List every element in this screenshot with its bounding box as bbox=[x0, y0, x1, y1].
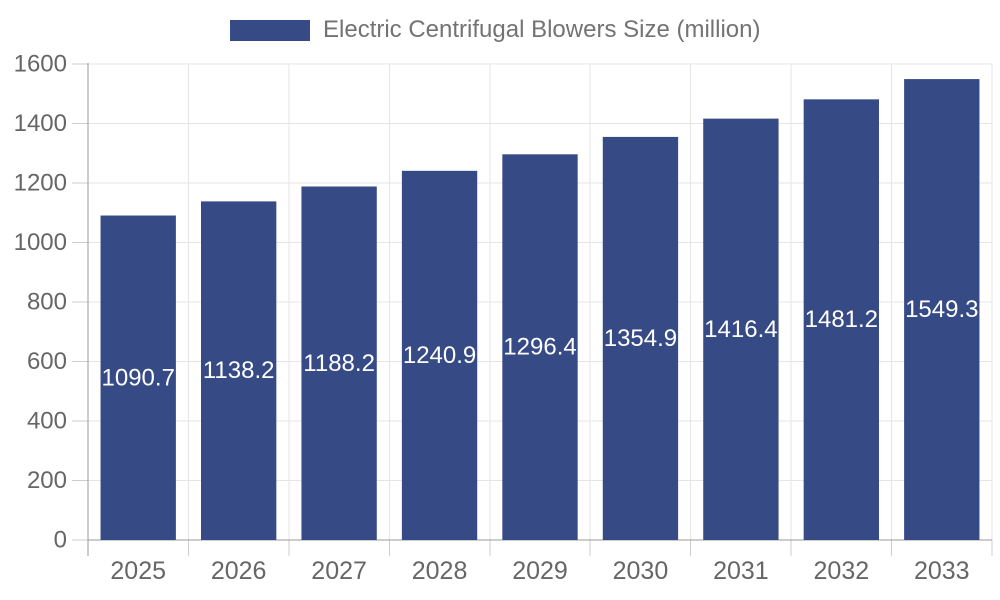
x-axis-label: 2031 bbox=[713, 557, 769, 585]
bar[interactable] bbox=[703, 118, 779, 540]
bar-value-label: 1090.7 bbox=[102, 364, 175, 391]
bar[interactable] bbox=[602, 136, 679, 541]
y-axis-label: 400 bbox=[27, 408, 67, 435]
legend-swatch bbox=[230, 19, 310, 41]
legend-label: Electric Centrifugal Blowers Size (milli… bbox=[323, 16, 761, 43]
x-axis-label: 2025 bbox=[110, 557, 166, 585]
bar-value-label: 1354.9 bbox=[604, 325, 677, 352]
y-axis-label: 1600 bbox=[14, 51, 67, 78]
y-axis-label: 200 bbox=[27, 467, 67, 494]
bar[interactable] bbox=[100, 215, 176, 540]
y-axis-label: 1400 bbox=[14, 110, 67, 137]
bar-value-label: 1296.4 bbox=[503, 334, 576, 361]
x-axis-label: 2029 bbox=[512, 557, 568, 585]
bar[interactable] bbox=[201, 201, 277, 540]
x-axis-label: 2033 bbox=[914, 557, 970, 585]
y-axis-label: 1000 bbox=[14, 229, 67, 256]
x-axis-label: 2027 bbox=[311, 557, 367, 585]
bar[interactable] bbox=[904, 79, 980, 540]
x-axis-label: 2028 bbox=[412, 557, 468, 585]
y-axis-label: 600 bbox=[27, 348, 67, 375]
bar[interactable] bbox=[502, 154, 578, 541]
y-axis-label: 800 bbox=[27, 289, 67, 316]
bar-value-label: 1416.4 bbox=[704, 316, 777, 343]
y-axis-label: 1200 bbox=[14, 170, 67, 197]
x-axis-label: 2026 bbox=[211, 557, 267, 585]
bar[interactable] bbox=[301, 186, 377, 540]
bar-value-label: 1240.9 bbox=[403, 342, 476, 369]
x-axis-label: 2032 bbox=[814, 557, 870, 585]
bar[interactable] bbox=[401, 170, 478, 540]
bar-value-label: 1549.3 bbox=[905, 296, 978, 323]
x-axis-label: 2030 bbox=[613, 557, 669, 585]
y-axis-label: 0 bbox=[54, 527, 67, 554]
bar-value-label: 1188.2 bbox=[303, 350, 375, 377]
bar-value-label: 1481.2 bbox=[805, 306, 878, 333]
bar[interactable] bbox=[803, 99, 879, 540]
bar-value-label: 1138.2 bbox=[203, 357, 275, 384]
legend-item[interactable]: Electric Centrifugal Blowers Size (milli… bbox=[230, 16, 760, 44]
